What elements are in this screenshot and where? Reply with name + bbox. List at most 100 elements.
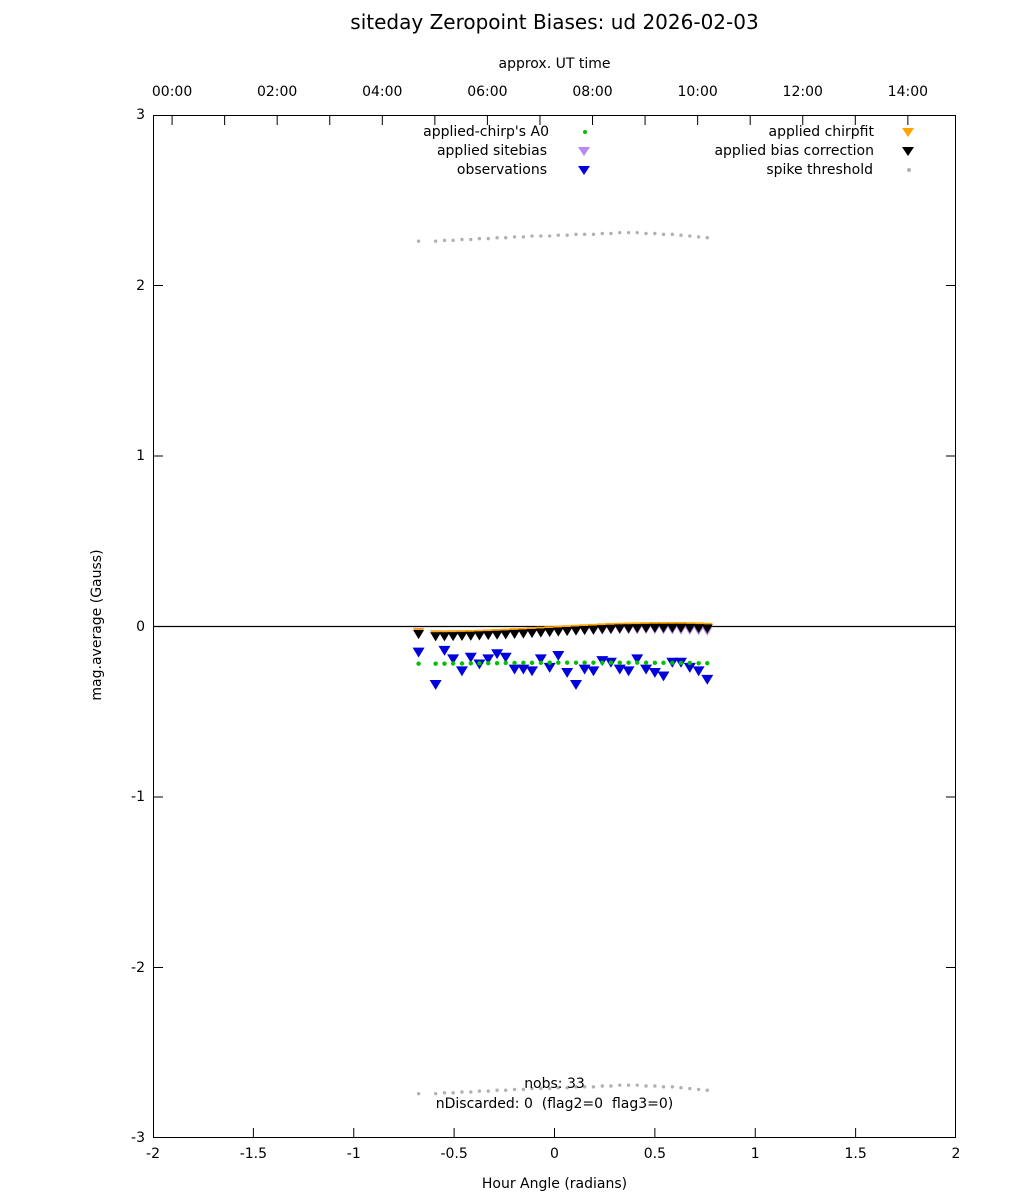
bias-point [623, 624, 635, 634]
a0-point [486, 660, 491, 666]
observations-point [561, 668, 574, 678]
violet-triangle-icon [578, 146, 590, 156]
bias-point [640, 623, 652, 633]
mag-tick-label: 0 [136, 618, 145, 635]
ut-tick-label: 00:00 [151, 84, 193, 100]
spike_lower-point [635, 1083, 639, 1087]
spike_lower-point [705, 1088, 709, 1092]
observations-point [412, 647, 425, 658]
legend-label: applied chirpfit [768, 124, 875, 140]
nobs-annotation: nobs: 33 [524, 1076, 585, 1092]
a0-point [626, 660, 631, 665]
a0-point [582, 660, 587, 665]
bias-point [570, 626, 582, 636]
a0-point [643, 660, 649, 665]
bias-point [473, 631, 485, 641]
legend-label: spike threshold [766, 162, 873, 178]
spike_lower-point [600, 1084, 604, 1088]
ut-tick-label: 14:00 [887, 84, 929, 100]
a0-point [635, 660, 640, 665]
hour-angle-tick-label: 0 [550, 1146, 559, 1162]
spike_lower-point [618, 1083, 622, 1087]
a0-point [416, 661, 421, 666]
spike_lower-point [609, 1084, 613, 1088]
mag-tick-label: 2 [136, 277, 145, 294]
ndiscarded-annotation: nDiscarded: 0 (flag2=0 flag3=0) [435, 1096, 674, 1112]
ut-tick-label: 10:00 [677, 84, 718, 100]
a0-point [600, 660, 605, 665]
spike_upper-point [574, 232, 578, 237]
bias-point [413, 630, 425, 640]
a0-point [521, 660, 526, 666]
observations-point [613, 664, 626, 675]
gray-dot-icon [907, 168, 911, 172]
legend-label: applied bias correction [714, 143, 874, 159]
spike_lower-point [670, 1085, 675, 1089]
observations-point [534, 654, 547, 665]
spike_upper-point [653, 231, 657, 236]
a0-point [547, 660, 552, 665]
ut-time-axis-label: approx. UT time [498, 56, 611, 72]
mag-tick-label: 1 [136, 448, 145, 464]
spike_lower-point [574, 1085, 578, 1089]
ut-tick-label: 06:00 [467, 84, 508, 100]
ut-tick-label: 12:00 [782, 84, 823, 100]
legend-label: applied-chirp's A0 [423, 124, 549, 140]
hour-angle-tick-label: -1.5 [239, 1146, 268, 1162]
spike_lower-point [477, 1089, 482, 1093]
spike_lower-point [504, 1088, 508, 1092]
bias-point [649, 623, 661, 633]
observations-point [517, 664, 530, 675]
observations-point [429, 679, 442, 690]
spike_upper-point [696, 235, 701, 239]
a0-point [696, 660, 701, 666]
legend-label: applied sitebias [436, 143, 547, 159]
bias-point [605, 624, 617, 634]
bias-point [491, 630, 503, 640]
hour-angle-tick-label: -0.5 [440, 1146, 468, 1162]
bias-point [500, 630, 512, 640]
bias-point [693, 624, 705, 634]
hour-angle-tick-label: -2 [146, 1146, 160, 1162]
spike_upper-point [547, 234, 552, 238]
observations-point [701, 674, 714, 685]
hour-angle-tick-label: 0.5 [643, 1146, 667, 1162]
spike_upper-point [416, 239, 421, 243]
spike_lower-point [442, 1091, 447, 1095]
a0-point [494, 660, 500, 666]
spike_upper-point [442, 238, 447, 243]
spike_lower-point [416, 1091, 421, 1096]
bias-point [430, 632, 442, 642]
legend-entry-a0: applied-chirp's A0 [153, 123, 590, 141]
bias-point [684, 623, 696, 633]
bias-point [631, 624, 643, 634]
spike_lower-point [591, 1085, 596, 1089]
a0-point [670, 660, 675, 666]
observations-point [455, 666, 468, 677]
hour-angle-tick-label: 1.5 [844, 1146, 867, 1162]
spike_lower-point [679, 1086, 683, 1090]
spike_lower-point [661, 1085, 666, 1089]
spike_upper-point [618, 230, 622, 235]
spike_lower-point [644, 1084, 648, 1088]
a0-point [556, 660, 561, 665]
spike_upper-point [635, 230, 639, 235]
spike_lower-point [556, 1086, 561, 1090]
spike_lower-point [539, 1086, 543, 1091]
spike_lower-point [582, 1085, 587, 1089]
y-axis-label: mag.average (Gauss) [89, 549, 105, 701]
observations-point [508, 664, 521, 675]
green-dot-icon [583, 130, 587, 134]
observations-point [526, 666, 539, 677]
legend-entry-observations: observations [153, 161, 590, 179]
a0-point [705, 660, 710, 666]
blue-triangle-icon [578, 165, 590, 175]
bias-point [447, 632, 459, 642]
page-title: siteday Zeropoint Biases: ud 2026-02-03 [350, 10, 759, 34]
spike_upper-point [539, 234, 543, 238]
plot-area [153, 115, 956, 1138]
bias-point [552, 627, 564, 637]
legend-label: observations [456, 162, 547, 178]
legend-entry-bias-correction: applied bias correction [453, 142, 914, 160]
spike_upper-point [477, 236, 482, 241]
